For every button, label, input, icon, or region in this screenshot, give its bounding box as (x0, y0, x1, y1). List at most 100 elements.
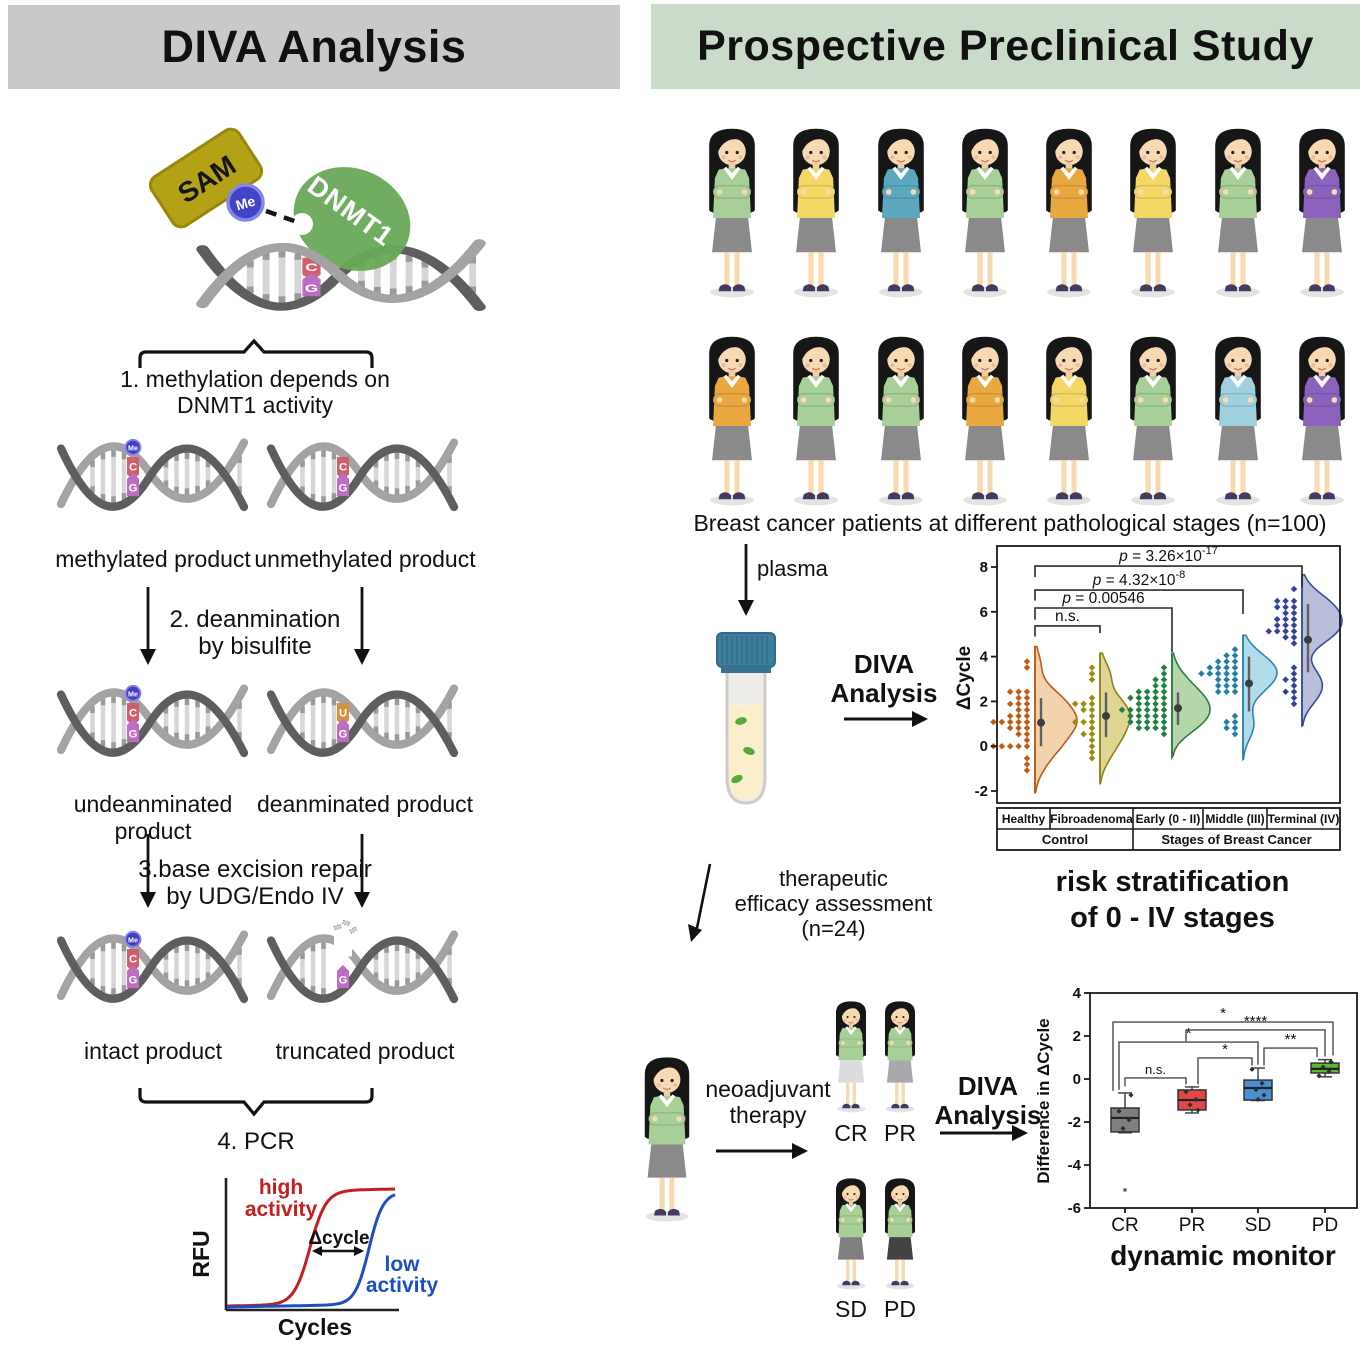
step3-caption: 3.base excision repair by UDG/Endo IV (135, 856, 375, 910)
step2-line1: 2. deanmination (169, 606, 341, 633)
step1-caption: 1. methylation depends on DNMT1 activity (115, 366, 395, 418)
svg-text:dynamic monitor: dynamic monitor (1110, 1240, 1336, 1271)
diva2-line2: Analysis (934, 1100, 1042, 1130)
responder-figure-sd (826, 1172, 876, 1291)
svg-text:PD: PD (1312, 1215, 1338, 1236)
diva2-line1: DIVA (957, 1071, 1019, 1101)
svg-text:*: * (1186, 1025, 1192, 1042)
svg-text:Stages of Breast Cancer: Stages of Breast Cancer (1161, 832, 1311, 847)
diva1-line1: DIVA (853, 649, 915, 679)
patient-figure (962, 128, 1008, 298)
svg-text:Fibroadenoma: Fibroadenoma (1050, 812, 1133, 826)
sd-label: SD (835, 1296, 867, 1322)
plasma-tube-icon (716, 632, 776, 805)
svg-text:activity: activity (245, 1198, 318, 1221)
left-panel-title-banner: DIVA Analysis (8, 5, 620, 89)
svg-text:CR: CR (1111, 1215, 1138, 1236)
svg-text:-6: -6 (1068, 1200, 1081, 1217)
patient-figure (1130, 128, 1177, 298)
svg-text:G: G (129, 483, 138, 495)
down-arrow-icon (140, 587, 156, 665)
brace-up-icon (138, 338, 374, 368)
svg-text:C: C (129, 708, 137, 720)
svg-text:6: 6 (980, 604, 988, 621)
svg-text:p = 3.26×10-17: p = 3.26×10-17 (1118, 545, 1218, 565)
svg-text:p = 0.00546: p = 0.00546 (1061, 590, 1144, 607)
responder-figure-cr (826, 995, 876, 1114)
down-arrow-icon (140, 834, 156, 908)
methylated-dna-helix: CG Me (56, 438, 249, 512)
svg-text:Me: Me (128, 690, 138, 698)
step1-line1: 1. methylation depends on (120, 366, 390, 392)
svg-text:Δcycle: Δcycle (308, 1228, 369, 1249)
diva-analysis-label-1: DIVA Analysis (820, 650, 948, 708)
patient-figure (1299, 336, 1345, 506)
neo-line2: therapy (729, 1102, 807, 1128)
patient-figure (1046, 128, 1092, 298)
svg-text:Difference in ΔCycle: Difference in ΔCycle (1034, 1018, 1053, 1183)
svg-text:PR: PR (1179, 1215, 1205, 1236)
truncated-product-label: truncated product (275, 1038, 455, 1064)
patient-figure-large (644, 1057, 690, 1222)
svg-text:Control: Control (1042, 832, 1088, 847)
patients-row-1 (694, 98, 1360, 300)
patient-figure (1299, 128, 1345, 298)
svg-text:SD: SD (1245, 1215, 1271, 1236)
step2-line2: by bisulfite (198, 633, 312, 660)
svg-text:U: U (339, 708, 347, 720)
svg-text:Healthy: Healthy (1002, 812, 1046, 826)
responder-figure-pd (875, 1172, 925, 1291)
slanted-down-arrow-icon (688, 863, 712, 942)
patient-figure (709, 128, 755, 298)
risk-stratification-caption: risk stratification of 0 - IV stages (1000, 864, 1345, 936)
plasma-down-arrow-icon (738, 544, 754, 616)
pr-label: PR (884, 1120, 916, 1146)
neoadjuvant-caption: neoadjuvant therapy (698, 1076, 838, 1128)
svg-text:G: G (129, 729, 138, 741)
plasma-label: plasma (757, 556, 828, 581)
responder-figure (885, 1178, 915, 1290)
right-panel-title: Prospective Preclinical Study (697, 22, 1314, 70)
svg-text:Early (0 - II): Early (0 - II) (1136, 812, 1201, 826)
svg-text:n.s.: n.s. (1055, 608, 1080, 625)
svg-text:2: 2 (980, 693, 988, 710)
deanminated-dna-helix: UG (266, 684, 459, 758)
step3-line2: by UDG/Endo IV (166, 883, 344, 910)
right-panel-title-banner: Prospective Preclinical Study (651, 4, 1360, 89)
ther-line3: (n=24) (801, 916, 866, 941)
svg-text:RFU: RFU (188, 1230, 214, 1277)
svg-text:Me: Me (128, 936, 138, 944)
svg-text:Me: Me (234, 193, 257, 214)
svg-text:ΔCycle: ΔCycle (954, 646, 975, 710)
patient-figure-large (630, 1048, 704, 1224)
intact-dna-helix: CG Me (56, 930, 249, 1004)
svg-text:C: C (129, 954, 137, 966)
patient-figure (793, 336, 840, 506)
patient-figure (962, 336, 1008, 506)
svg-text:G: G (305, 283, 318, 295)
patient-figure (1214, 336, 1261, 506)
patient-figure (877, 336, 924, 506)
patients-row-2 (694, 306, 1360, 508)
patient-figure (1046, 336, 1092, 506)
right-arrow-icon (844, 711, 928, 727)
undeanminated-product-label: undeanminated product (73, 791, 233, 844)
svg-text:high: high (259, 1176, 303, 1199)
step3-line1: 3.base excision repair (138, 856, 372, 883)
unmethylated-product-label: unmethylated product (254, 546, 476, 572)
svg-text:G: G (129, 975, 138, 987)
svg-text:0: 0 (1073, 1071, 1081, 1088)
svg-text:*: * (1220, 1005, 1226, 1022)
patient-figure (1214, 128, 1261, 298)
patient-figure (709, 336, 755, 506)
deanminated-product-label: deanminated product (256, 791, 474, 817)
truncated-dna-helix: G (266, 919, 459, 1004)
svg-text:activity: activity (366, 1274, 439, 1297)
svg-text:-2: -2 (1068, 1114, 1081, 1131)
diva-analysis-label-2: DIVA Analysis (924, 1072, 1052, 1130)
pd-label: PD (884, 1296, 916, 1322)
dynamic-monitor-chart: -6 -4 -2 0 2 4 Difference in ΔCycle CR PR SD PD n.s… (1034, 985, 1358, 1271)
step4-caption: 4. PCR (217, 1128, 295, 1155)
svg-text:C: C (129, 462, 137, 474)
